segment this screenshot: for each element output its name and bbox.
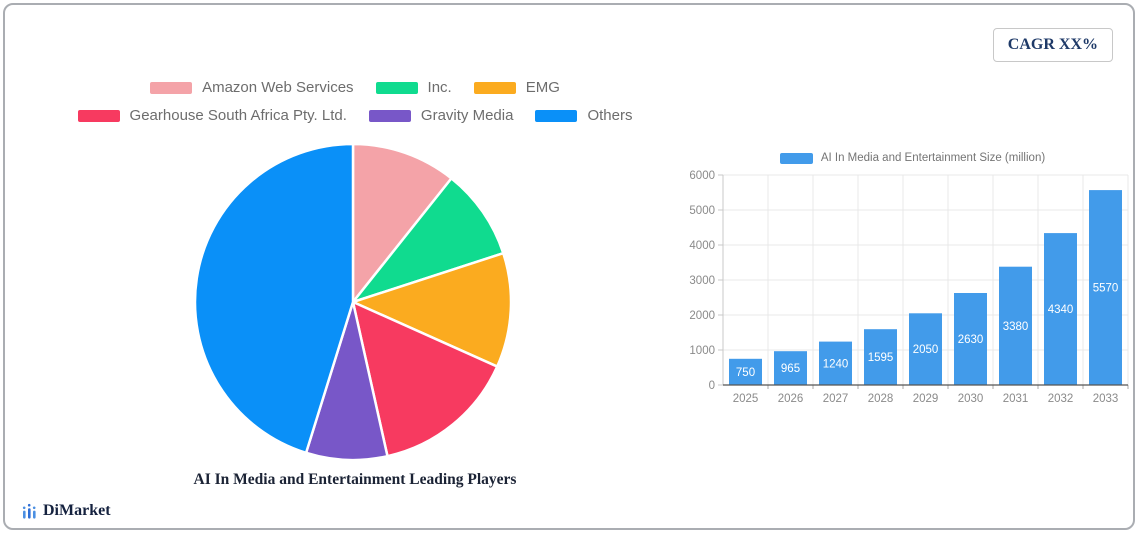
- bar-2029: [909, 313, 942, 386]
- bar-2031: [999, 266, 1032, 385]
- pie-slice-inc: [351, 177, 505, 304]
- y-axis-label: 3000: [689, 275, 715, 287]
- bar-value-label: 2050: [913, 344, 939, 356]
- pie-slice-amazon-web-services: [351, 142, 453, 304]
- y-axis-label: 6000: [689, 170, 715, 182]
- bar-2027: [819, 341, 852, 385]
- bar-chart: 0 1000 2000 3000 4000 5000 6000 750 2025 965 2026 1…: [689, 170, 1129, 405]
- legend-item-gravity-media[interactable]: Gravity Media: [368, 107, 514, 124]
- bar-value-label: 750: [736, 367, 755, 379]
- legend-swatch: [473, 81, 516, 94]
- legend-swatch: [375, 81, 418, 94]
- x-axis-label: 2029: [913, 393, 939, 405]
- pie-legend-row-2: Gearhouse South Africa Pty. Ltd. Gravity …: [77, 107, 632, 124]
- legend-swatch: [368, 109, 411, 122]
- x-axis-label: 2033: [1093, 393, 1119, 405]
- legend-item-label: Gearhouse South Africa Pty. Ltd.: [129, 107, 347, 124]
- x-axis-label: 2030: [958, 393, 984, 405]
- legend-swatch: [77, 109, 120, 122]
- bar-legend[interactable]: AI In Media and Entertainment Size (mill…: [685, 151, 1140, 165]
- bar-2026: [774, 351, 807, 385]
- legend-item-gearhouse-south-africa-pty-ltd[interactable]: Gearhouse South Africa Pty. Ltd.: [77, 107, 347, 124]
- legend-swatch: [535, 109, 578, 122]
- cagr-badge: CAGR XX%: [992, 28, 1113, 62]
- bar-value-label: 3380: [1003, 321, 1029, 333]
- x-axis-label: 2032: [1048, 393, 1074, 405]
- bar-value-label: 1240: [823, 358, 849, 370]
- y-axis-label: 0: [709, 380, 715, 392]
- x-axis-label: 2026: [778, 393, 804, 405]
- bar-2033: [1089, 190, 1122, 385]
- legend-item-label: Amazon Web Services: [202, 79, 354, 96]
- bar-value-label: 1595: [868, 352, 894, 364]
- pie-slice-emg: [351, 251, 513, 368]
- bar-legend-label: AI In Media and Entertainment Size (mill…: [820, 152, 1046, 164]
- pie-legend: Amazon Web Services Inc. EMG Gearhouse Sou…: [5, 79, 705, 124]
- x-axis-label: 2031: [1003, 393, 1029, 405]
- bar-value-label: 965: [781, 363, 800, 375]
- dimarket-logo: DiMarket: [22, 502, 111, 519]
- x-axis-label: 2028: [868, 393, 894, 405]
- y-axis-label: 4000: [689, 240, 715, 252]
- bar-2030: [954, 293, 987, 385]
- legend-item-label: Gravity Media: [420, 107, 514, 124]
- bar-value-label: 2630: [958, 334, 984, 346]
- bar-value-label: 4340: [1048, 304, 1074, 316]
- pie-slice-gearhouse-south-africa-pty-ltd: [351, 300, 499, 458]
- legend-item-label: EMG: [525, 79, 560, 96]
- x-axis-label: 2025: [733, 393, 759, 405]
- bar-chart-section: AI In Media and Entertainment Size (mill…: [685, 151, 1140, 418]
- legend-swatch: [150, 81, 193, 94]
- chart-card: CAGR XX% Amazon Web Services Inc. EMG Gear…: [3, 3, 1135, 530]
- pie-slice-others: [193, 142, 355, 455]
- y-axis-label: 2000: [689, 310, 715, 322]
- bar-value-label: 5570: [1093, 283, 1119, 295]
- legend-item-amazon-web-services[interactable]: Amazon Web Services: [150, 79, 354, 96]
- x-axis-label: 2027: [823, 393, 849, 405]
- legend-item-emg[interactable]: EMG: [473, 79, 560, 96]
- bar-legend-swatch: [779, 152, 813, 164]
- legend-item-label: Others: [587, 107, 633, 124]
- legend-item-inc[interactable]: Inc.: [375, 79, 452, 96]
- pie-chart: [193, 142, 513, 462]
- legend-item-others[interactable]: Others: [535, 107, 632, 124]
- y-axis-label: 5000: [689, 205, 715, 217]
- legend-item-label: Inc.: [427, 79, 452, 96]
- pie-chart-title: AI In Media and Entertainment Leading Pl…: [193, 471, 517, 488]
- bar-2032: [1044, 233, 1077, 385]
- pie-legend-row-1: Amazon Web Services Inc. EMG: [150, 79, 560, 96]
- brand-name: DiMarket: [43, 502, 111, 519]
- y-axis-label: 1000: [689, 345, 715, 357]
- bar-2028: [864, 329, 897, 385]
- bar-chart-logo-icon: [22, 503, 36, 519]
- bar-2025: [729, 358, 762, 386]
